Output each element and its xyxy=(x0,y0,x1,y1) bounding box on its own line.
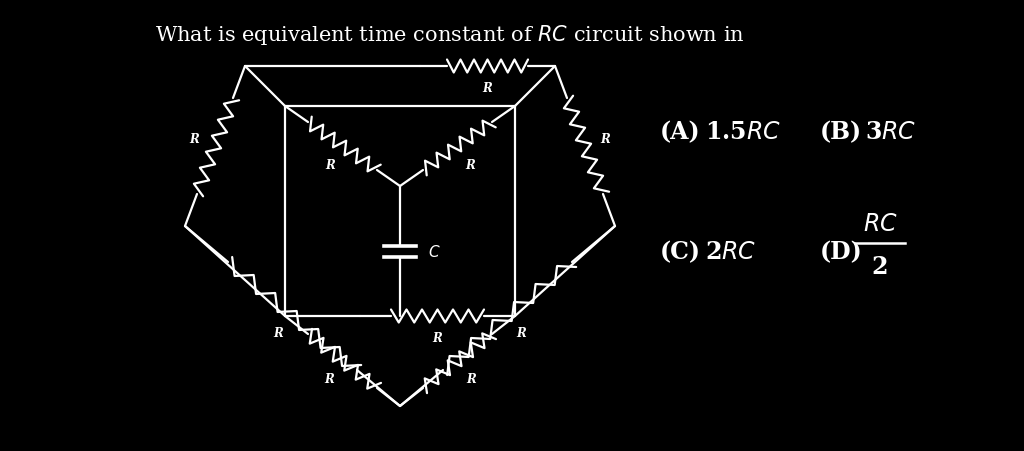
Text: (D): (D) xyxy=(820,239,863,263)
Text: 2: 2 xyxy=(871,254,888,278)
Text: 1.5$RC$: 1.5$RC$ xyxy=(705,120,781,144)
Text: R: R xyxy=(601,133,610,146)
Text: $RC$: $RC$ xyxy=(862,212,897,235)
Text: R: R xyxy=(465,158,475,171)
Text: What is equivalent time constant of $RC$ circuit shown in: What is equivalent time constant of $RC$… xyxy=(156,23,744,47)
Text: (B): (B) xyxy=(820,120,862,144)
Text: 3$RC$: 3$RC$ xyxy=(865,120,916,144)
Text: $C$: $C$ xyxy=(428,244,440,259)
Text: 2$RC$: 2$RC$ xyxy=(705,239,757,263)
Text: R: R xyxy=(517,327,526,340)
Text: R: R xyxy=(189,133,200,146)
Text: (C): (C) xyxy=(660,239,701,263)
Text: R: R xyxy=(466,372,476,385)
Text: R: R xyxy=(482,83,493,95)
Text: R: R xyxy=(325,158,335,171)
Text: R: R xyxy=(432,332,442,345)
Text: (A): (A) xyxy=(660,120,700,144)
Text: R: R xyxy=(273,327,284,340)
Text: R: R xyxy=(324,372,334,385)
